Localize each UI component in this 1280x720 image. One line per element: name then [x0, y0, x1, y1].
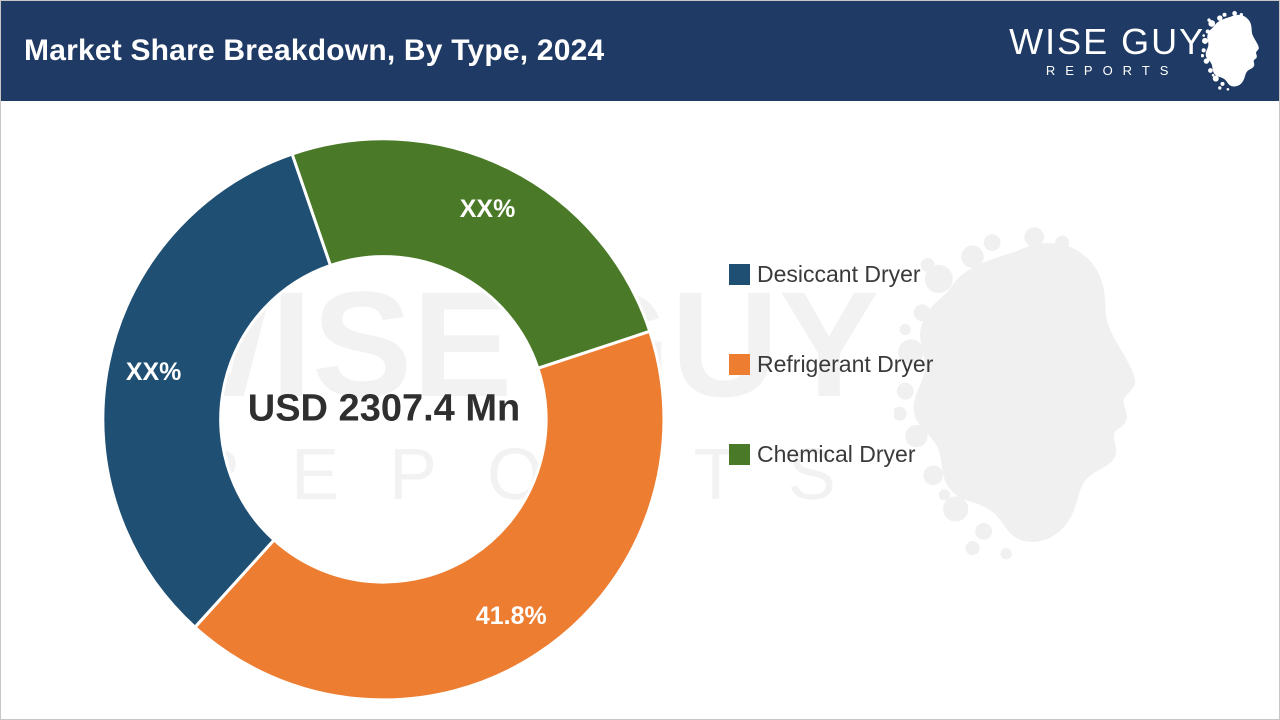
legend-label: Refrigerant Dryer: [757, 351, 934, 377]
donut-segment-refrigerant-dryer: [193, 329, 666, 702]
brand-name: WISE GUY: [1009, 21, 1206, 62]
legend-swatch-chemical: [729, 443, 750, 465]
donut-segment-chemical-dryer: [290, 137, 652, 370]
page-title: Market Share Breakdown, By Type, 2024: [24, 34, 605, 67]
legend-swatch-refrigerant: [729, 353, 750, 375]
brand-subtitle: REPORTS: [1045, 63, 1179, 78]
segment-value-label: XX%: [460, 195, 515, 223]
segment-value-label: 41.8%: [476, 602, 547, 630]
legend-swatch-desiccant: [729, 263, 750, 285]
header: Market Share Breakdown, By Type, 2024 WI…: [1, 1, 1279, 101]
brand-logo-text: WISE GUY REPORTS: [1009, 21, 1206, 79]
donut-center-label: USD 2307.4 Mn: [247, 387, 521, 430]
legend: Desiccant Dryer Refrigerant Dryer Chemic…: [729, 260, 933, 530]
legend-label: Chemical Dryer: [757, 441, 916, 467]
legend-item-refrigerant-dryer: Refrigerant Dryer: [729, 350, 933, 378]
legend-item-chemical-dryer: Chemical Dryer: [729, 440, 933, 468]
legend-item-desiccant-dryer: Desiccant Dryer: [729, 260, 933, 288]
donut-segment-desiccant-dryer: [101, 152, 332, 629]
legend-label: Desiccant Dryer: [757, 261, 921, 287]
segment-value-label: XX%: [126, 358, 181, 386]
brand-logo: WISE GUY REPORTS: [1009, 10, 1263, 92]
